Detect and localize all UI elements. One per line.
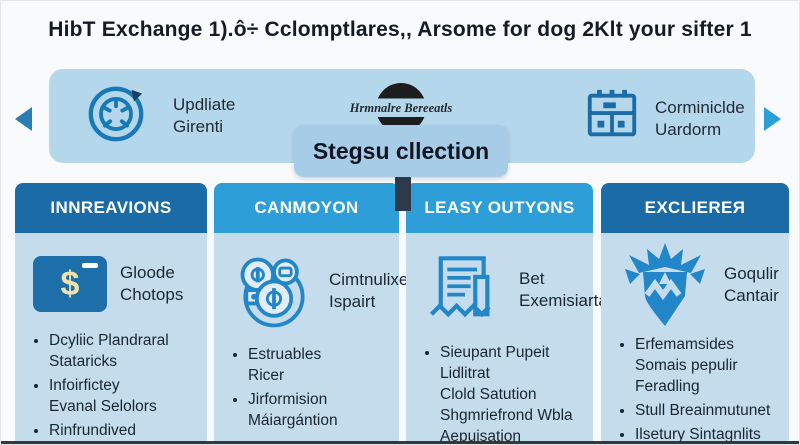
logo-text: Hrmnalre Bereeatls [349,101,453,115]
page-title: HibT Exchange 1).ô÷ Cclomptlares,, Arsom… [48,18,752,41]
column-header-tab[interactable]: CANMOYON [214,183,399,233]
bullet-item: Estruables Ricer [248,345,393,387]
column-innreavions: INNREAVIONS $ Gloode Chotops Dcyliic Pla… [15,183,207,444]
column-body: Cimtnulixe Ispairt Estruables Ricer Jirf… [214,233,408,444]
bullet-item: Jirformision Máiargántion [248,390,393,432]
tile-dash [82,263,98,268]
carousel-next-arrow-icon[interactable] [764,107,781,131]
column-canmoyon: CANMOYON Cimtnulixe Ispairt [214,183,408,444]
column-header-tab[interactable]: INNREAVIONS [15,183,207,233]
column-header-label: EXCLIEREЯ [644,198,746,217]
column-icon-row: Cimtnulixe Ispairt [224,233,408,335]
globe-logo-icon: Hrmnalre Bereeatls [331,83,471,133]
column-header-tab[interactable]: EXCLIEREЯ [601,183,789,233]
column-header-tab[interactable]: LEASY OUTYONS [406,183,593,233]
bullet-item: Stull Breainmutunet [635,401,783,422]
crest-icon [625,243,705,326]
column-bullet-list: Dcyliic Plandraral Stataricks Infoirfict… [25,331,201,444]
column-body: Bet Exemisiarta Sieupant Pupeit Lidlitra… [406,233,608,444]
column-excliere: EXCLIEREЯ Goqulir Cantair Erfemamsides S… [601,183,789,444]
carousel-item-label: Corminiclde Uardorm [655,98,745,140]
bullet-item: Infoirfictey Evanal Selolors [49,376,201,418]
dollar-glyph: $ [60,264,80,303]
column-icon-label: Cimtnulixe Ispairt [329,269,409,311]
bullet-item: Ilsetury Sintagnlits Gepnoucies [635,425,783,444]
column-header-label: INNREAVIONS [50,198,172,217]
column-body: $ Gloode Chotops Dcyliic Plandraral Stat… [15,233,207,444]
column-icon-label: Gloode Chotops [120,262,184,304]
gear-target-icon [88,86,144,142]
receipt-icon [429,256,491,318]
column-header-label: CANMOYON [254,198,359,217]
column-body: Goqulir Cantair Erfemamsides Somais pepu… [601,233,789,444]
bottom-edge-bar [1,441,799,444]
column-bullet-list: Estruables Ricer Jirformision Máiargánti… [224,345,393,432]
coins-cluster-icon [240,257,305,328]
column-leasy-outyons: LEASY OUTYONS Bet Exemisiarta Sieupant P… [406,183,608,444]
bullet-item: Sieupant Pupeit Lidlitrat Clold Satution… [440,343,587,444]
overlay-connector [395,171,411,211]
column-icon-label: Goqulir Cantair [724,263,779,305]
stegsu-collection-button[interactable]: Stegsu cllection [294,125,508,177]
carousel-prev-arrow-icon[interactable] [15,107,32,131]
column-icon-row: Bet Exemisiarta [416,233,608,333]
column-icon-row: $ Gloode Chotops [25,233,201,321]
column-bullet-list: Sieupant Pupeit Lidlitrat Clold Satution… [416,343,587,444]
bullet-item: Dcyliic Plandraral Stataricks [49,331,201,373]
column-bullet-list: Erfemamsides Somais pepulir Feradling St… [611,335,783,444]
column-icon-row: Goqulir Cantair [611,233,783,333]
dollar-card-icon: $ [33,256,107,312]
column-icon-label: Bet Exemisiarta [519,268,608,310]
carousel-item-label: Updliate Girenti [173,95,236,137]
bullet-item: Erfemamsides Somais pepulir Feradling [635,335,783,398]
stegsu-collection-label: Stegsu cllection [312,137,490,164]
column-header-label: LEASY OUTYONS [424,198,575,217]
calendar-icon [587,89,637,137]
